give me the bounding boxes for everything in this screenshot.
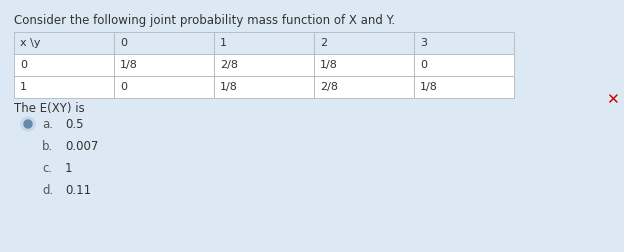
Text: 0: 0: [420, 60, 427, 70]
Text: The E(XY) is: The E(XY) is: [14, 102, 85, 115]
Bar: [14, 54, 114, 76]
Text: 0.11: 0.11: [65, 183, 91, 197]
Bar: [14, 32, 114, 54]
Bar: [414, 76, 514, 98]
Circle shape: [24, 120, 32, 128]
Text: 1/8: 1/8: [420, 82, 438, 92]
Bar: [414, 32, 514, 54]
Text: 0.5: 0.5: [65, 117, 84, 131]
Bar: [114, 32, 214, 54]
Bar: [114, 76, 214, 98]
Text: ✕: ✕: [606, 92, 618, 108]
Text: 2: 2: [320, 38, 327, 48]
Bar: [214, 76, 314, 98]
Bar: [14, 76, 114, 98]
Bar: [314, 32, 414, 54]
Bar: [214, 32, 314, 54]
Circle shape: [21, 117, 35, 131]
Text: b.: b.: [42, 140, 53, 152]
Text: 0: 0: [120, 82, 127, 92]
Bar: [314, 54, 414, 76]
Text: 1: 1: [220, 38, 227, 48]
Bar: [114, 54, 214, 76]
Text: x \y: x \y: [20, 38, 41, 48]
Text: 2/8: 2/8: [320, 82, 338, 92]
Text: 0: 0: [20, 60, 27, 70]
Text: a.: a.: [42, 117, 53, 131]
Text: 1/8: 1/8: [120, 60, 138, 70]
Bar: [214, 54, 314, 76]
Bar: [414, 54, 514, 76]
Text: 0.007: 0.007: [65, 140, 99, 152]
Text: d.: d.: [42, 183, 53, 197]
Text: 1: 1: [20, 82, 27, 92]
Text: 1: 1: [65, 162, 72, 174]
Text: 2/8: 2/8: [220, 60, 238, 70]
Text: 0: 0: [120, 38, 127, 48]
Bar: [314, 76, 414, 98]
Text: c.: c.: [42, 162, 52, 174]
Text: 3: 3: [420, 38, 427, 48]
Text: 1/8: 1/8: [320, 60, 338, 70]
Text: Consider the following joint probability mass function of X and Y.: Consider the following joint probability…: [14, 14, 395, 27]
Text: 1/8: 1/8: [220, 82, 238, 92]
